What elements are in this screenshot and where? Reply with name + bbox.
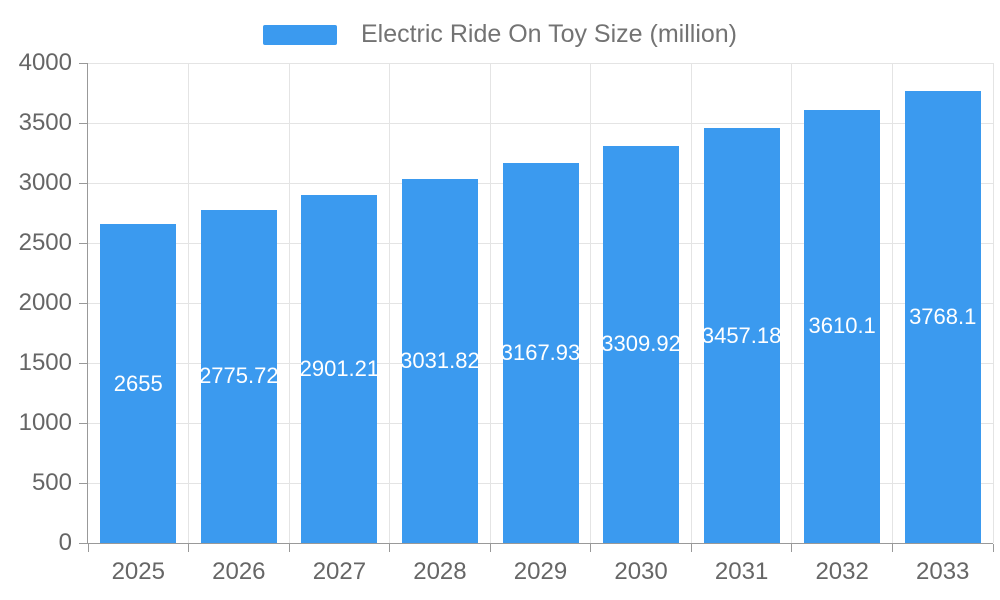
y-tick bbox=[79, 182, 87, 184]
v-gridline bbox=[489, 63, 491, 543]
v-gridline bbox=[791, 63, 793, 543]
y-tick bbox=[79, 62, 87, 64]
y-tick bbox=[79, 362, 87, 364]
y-axis-label: 2500 bbox=[18, 229, 72, 256]
y-tick bbox=[79, 122, 87, 124]
bar-value-label: 2655 bbox=[113, 370, 163, 396]
bar-value-label: 3031.82 bbox=[401, 348, 478, 374]
x-tick bbox=[891, 544, 893, 552]
y-axis-label: 1500 bbox=[18, 349, 72, 376]
v-gridline bbox=[389, 63, 391, 543]
bar[interactable]: 2775.72 bbox=[200, 209, 277, 543]
v-gridline bbox=[188, 63, 190, 543]
x-tick bbox=[188, 544, 190, 552]
x-axis-label: 2030 bbox=[614, 558, 668, 585]
y-axis-label: 1000 bbox=[18, 409, 72, 436]
x-tick bbox=[690, 544, 692, 552]
h-gridline bbox=[88, 62, 993, 64]
y-tick bbox=[79, 542, 87, 544]
x-axis-label: 2028 bbox=[413, 558, 467, 585]
bar-value-label: 3457.18 bbox=[703, 322, 780, 348]
y-tick bbox=[79, 422, 87, 424]
y-axis-label: 500 bbox=[31, 469, 72, 496]
x-axis-label: 2026 bbox=[212, 558, 266, 585]
x-axis-label: 2025 bbox=[111, 558, 165, 585]
bar[interactable]: 3167.93 bbox=[502, 162, 579, 543]
y-axis-label: 3500 bbox=[18, 109, 72, 136]
bar-value-label: 3167.93 bbox=[502, 339, 579, 365]
bar-value-label: 3610.1 bbox=[808, 313, 876, 339]
v-gridline bbox=[288, 63, 290, 543]
y-axis-label: 3000 bbox=[18, 169, 72, 196]
bar[interactable]: 3031.82 bbox=[401, 179, 478, 543]
x-tick bbox=[87, 544, 89, 552]
legend-label: Electric Ride On Toy Size (million) bbox=[360, 20, 738, 48]
x-axis-label: 2032 bbox=[815, 558, 869, 585]
bar[interactable]: 3457.18 bbox=[703, 128, 780, 543]
bar-value-label: 3309.92 bbox=[603, 331, 680, 357]
y-axis-label: 2000 bbox=[18, 289, 72, 316]
h-gridline bbox=[88, 122, 993, 124]
v-gridline bbox=[891, 63, 893, 543]
x-axis-line bbox=[88, 543, 993, 544]
legend-item[interactable]: Electric Ride On Toy Size (million) bbox=[262, 20, 738, 48]
bar[interactable]: 3768.1 bbox=[904, 90, 981, 543]
v-gridline bbox=[992, 63, 994, 543]
bar-value-label: 2775.72 bbox=[200, 363, 277, 389]
bar[interactable]: 3309.92 bbox=[603, 145, 680, 543]
y-axis-label: 0 bbox=[58, 529, 72, 556]
y-tick bbox=[79, 482, 87, 484]
bar-value-label: 2901.21 bbox=[301, 355, 378, 381]
bar[interactable]: 2901.21 bbox=[301, 194, 378, 543]
y-axis-label: 4000 bbox=[18, 49, 72, 76]
x-tick bbox=[288, 544, 290, 552]
x-axis-label: 2033 bbox=[916, 558, 970, 585]
legend-swatch-icon bbox=[262, 24, 337, 45]
y-axis-line bbox=[87, 63, 88, 544]
x-tick bbox=[489, 544, 491, 552]
bar-value-label: 3768.1 bbox=[909, 303, 977, 329]
legend: Electric Ride On Toy Size (million) bbox=[0, 22, 1000, 47]
x-tick bbox=[389, 544, 391, 552]
y-tick bbox=[79, 302, 87, 304]
v-gridline bbox=[690, 63, 692, 543]
x-axis-label: 2027 bbox=[312, 558, 367, 585]
x-tick bbox=[992, 544, 994, 552]
v-gridline bbox=[590, 63, 592, 543]
x-axis-label: 2031 bbox=[714, 558, 769, 585]
bar[interactable]: 3610.1 bbox=[804, 109, 881, 543]
x-tick bbox=[791, 544, 793, 552]
x-tick bbox=[590, 544, 592, 552]
y-tick bbox=[79, 242, 87, 244]
bar[interactable]: 2655 bbox=[100, 224, 177, 543]
x-axis-label: 2029 bbox=[513, 558, 568, 585]
